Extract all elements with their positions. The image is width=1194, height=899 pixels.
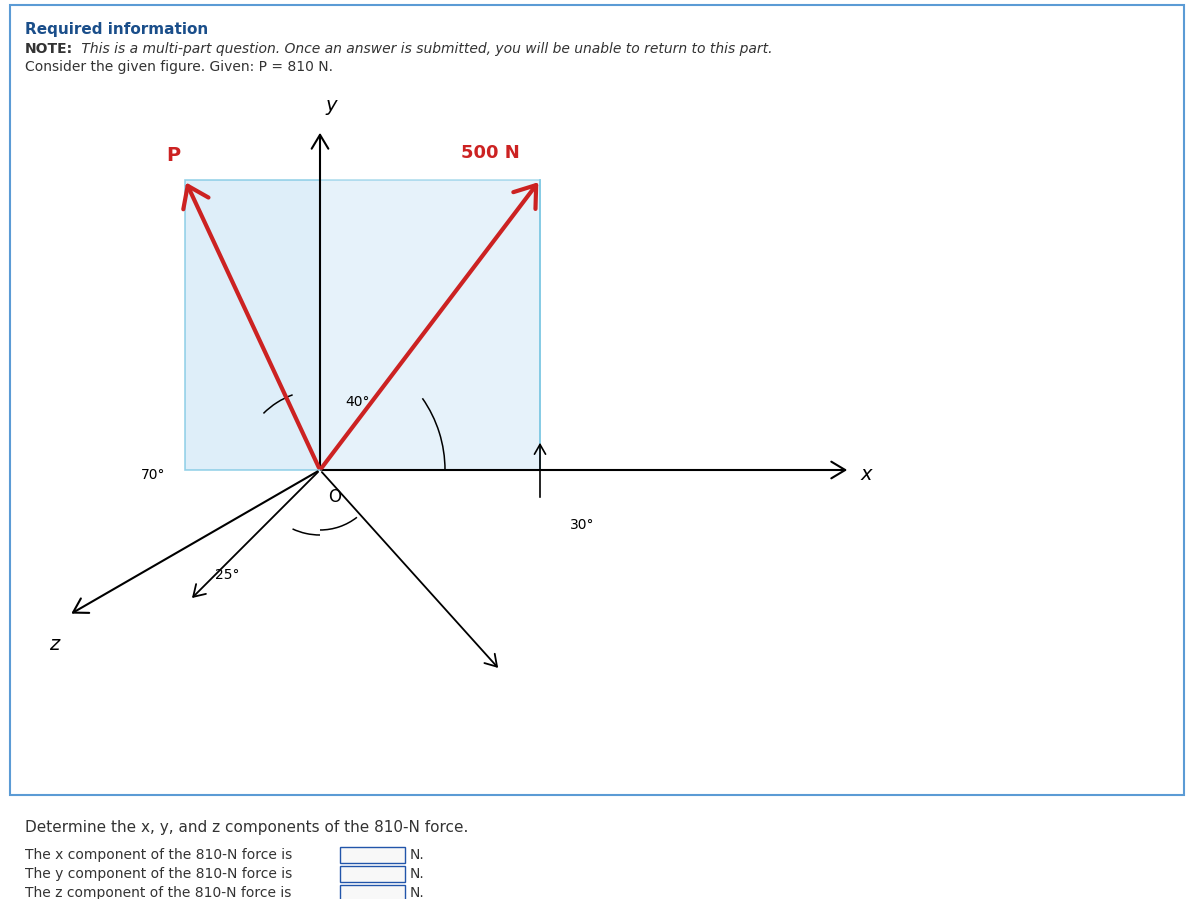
Polygon shape <box>320 180 540 470</box>
Text: Consider the given figure. Given: P = 810 N.: Consider the given figure. Given: P = 81… <box>25 60 333 74</box>
Text: The x component of the 810-N force is: The x component of the 810-N force is <box>25 848 293 862</box>
Text: z: z <box>49 635 59 654</box>
Text: Required information: Required information <box>25 22 208 37</box>
Text: This is a multi-part question. Once an answer is submitted, you will be unable t: This is a multi-part question. Once an a… <box>76 42 773 56</box>
Text: 25°: 25° <box>215 568 240 582</box>
Bar <box>340 847 405 863</box>
Text: The z component of the 810-N force is: The z component of the 810-N force is <box>25 886 291 899</box>
Text: 70°: 70° <box>141 468 165 482</box>
Text: NOTE:: NOTE: <box>25 42 73 56</box>
Text: y: y <box>325 96 337 115</box>
Text: x: x <box>860 466 872 485</box>
Text: N.: N. <box>410 848 425 862</box>
Text: 40°: 40° <box>345 395 369 409</box>
Polygon shape <box>185 180 320 470</box>
Text: P: P <box>166 146 180 165</box>
Bar <box>340 866 405 882</box>
Text: 500 N: 500 N <box>461 144 521 162</box>
Text: 30°: 30° <box>570 518 595 532</box>
Bar <box>340 885 405 899</box>
Text: The y component of the 810-N force is: The y component of the 810-N force is <box>25 867 293 881</box>
Text: Determine the x, y, and z components of the 810-N force.: Determine the x, y, and z components of … <box>25 820 468 835</box>
Text: O: O <box>328 488 341 506</box>
Text: N.: N. <box>410 886 425 899</box>
Text: N.: N. <box>410 867 425 881</box>
